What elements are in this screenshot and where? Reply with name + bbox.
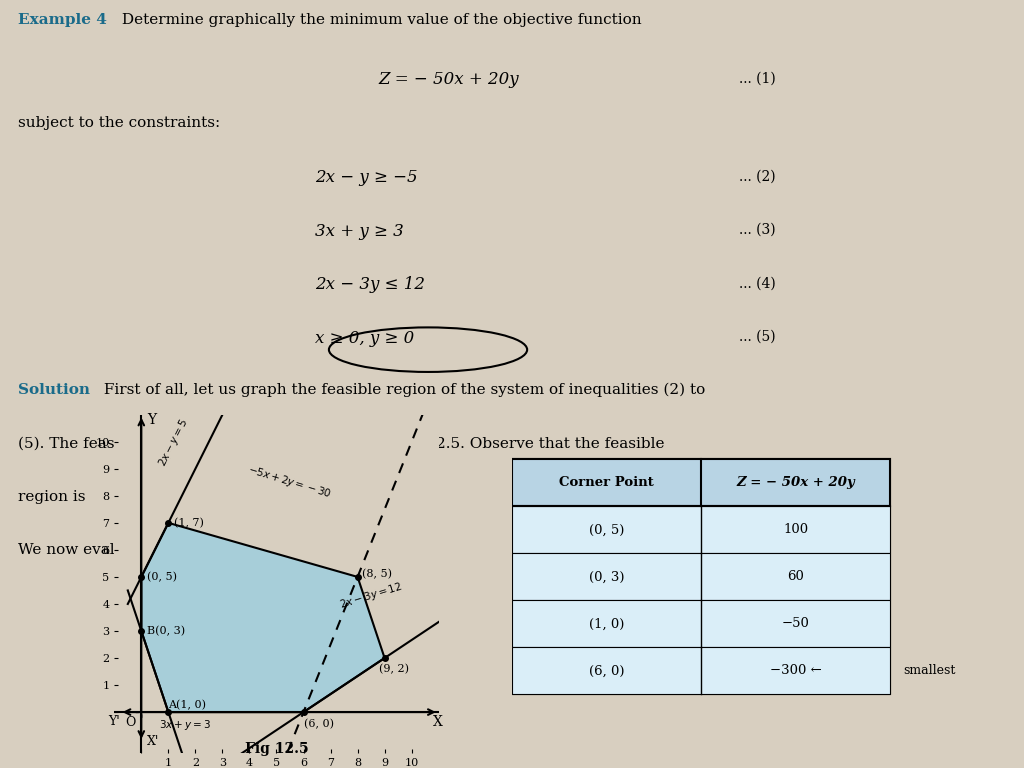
- Text: Corner Point: Corner Point: [559, 476, 654, 489]
- Bar: [512, 506, 891, 553]
- Text: X': X': [146, 735, 159, 748]
- Bar: [512, 553, 891, 601]
- Text: (6, 0): (6, 0): [303, 719, 334, 730]
- Text: Z = − 50x + 20y: Z = − 50x + 20y: [736, 476, 855, 489]
- Text: O: O: [125, 717, 136, 730]
- Text: X: X: [433, 714, 443, 729]
- Text: (0, 5): (0, 5): [589, 523, 625, 536]
- Text: 60: 60: [787, 571, 804, 583]
- Bar: [512, 647, 891, 694]
- Text: (6, 0): (6, 0): [589, 664, 625, 677]
- Text: ... (3): ... (3): [739, 223, 775, 237]
- Text: (5). The feasible region (shaded) is shown in the Fig 12.5. Observe that the fea: (5). The feasible region (shaded) is sho…: [18, 436, 665, 451]
- Text: ... (4): ... (4): [739, 276, 775, 290]
- Text: region is: region is: [18, 490, 90, 504]
- Text: x ≥ 0, y ≥ 0: x ≥ 0, y ≥ 0: [315, 329, 415, 346]
- Text: (1, 7): (1, 7): [174, 518, 204, 528]
- Text: .: .: [280, 490, 284, 504]
- Text: $2x-y=5$: $2x-y=5$: [156, 416, 191, 468]
- Text: $3x+y=3$: $3x+y=3$: [159, 718, 211, 733]
- Text: (8, 5): (8, 5): [361, 569, 391, 579]
- Text: B(0, 3): B(0, 3): [146, 626, 185, 636]
- Text: ... (2): ... (2): [739, 169, 775, 184]
- Text: −50: −50: [782, 617, 810, 631]
- Text: Z = − 50x + 20y: Z = − 50x + 20y: [379, 71, 519, 88]
- Text: Y': Y': [109, 715, 120, 728]
- Bar: [512, 459, 891, 506]
- Bar: [512, 459, 891, 694]
- Text: 3x + y ≥ 3: 3x + y ≥ 3: [315, 223, 404, 240]
- Text: $2x-3y=12$: $2x-3y=12$: [338, 580, 404, 612]
- Bar: [512, 601, 891, 647]
- Text: (0, 5): (0, 5): [146, 571, 177, 582]
- Text: ... (1): ... (1): [739, 71, 775, 85]
- Text: A(1, 0): A(1, 0): [168, 700, 207, 710]
- Text: (1, 0): (1, 0): [589, 617, 625, 631]
- Text: Example 4: Example 4: [18, 13, 106, 28]
- Text: First of all, let us graph the feasible region of the system of inequalities (2): First of all, let us graph the feasible …: [99, 383, 706, 398]
- Text: Fig 12.5: Fig 12.5: [245, 742, 308, 756]
- Text: We now evaluate Z at the corner points.: We now evaluate Z at the corner points.: [18, 544, 327, 558]
- Text: (9, 2): (9, 2): [379, 664, 410, 674]
- Text: smallest: smallest: [903, 664, 955, 677]
- Text: Y: Y: [146, 413, 156, 427]
- Text: Solution: Solution: [18, 383, 90, 397]
- Text: ... (5): ... (5): [739, 329, 775, 343]
- Text: 2x − y ≥ −5: 2x − y ≥ −5: [315, 169, 418, 187]
- Text: 100: 100: [783, 523, 808, 536]
- Text: unbounded: unbounded: [139, 490, 236, 504]
- Text: $-5x+2y=-30$: $-5x+2y=-30$: [247, 462, 334, 502]
- Polygon shape: [141, 523, 385, 712]
- Text: −300 ←: −300 ←: [770, 664, 821, 677]
- Text: 2x − 3y ≤ 12: 2x − 3y ≤ 12: [315, 276, 425, 293]
- Text: (0, 3): (0, 3): [589, 571, 625, 583]
- Text: Determine graphically the minimum value of the objective function: Determine graphically the minimum value …: [117, 13, 642, 28]
- Text: subject to the constraints:: subject to the constraints:: [18, 116, 220, 130]
